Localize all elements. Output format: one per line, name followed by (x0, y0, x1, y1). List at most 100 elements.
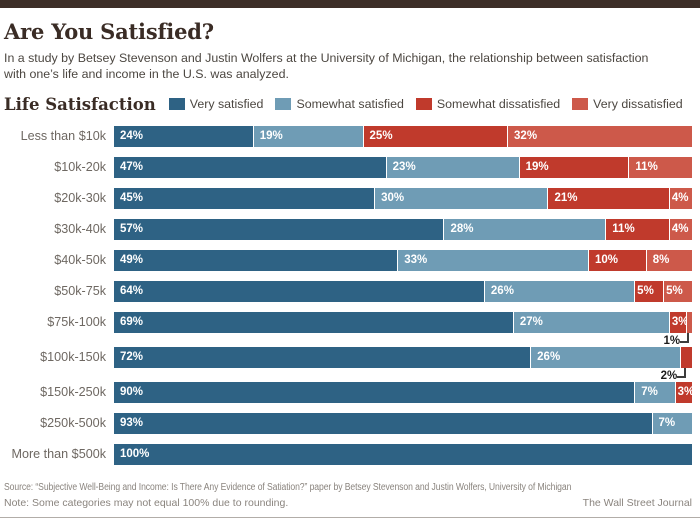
segment-value: 72% (120, 351, 144, 364)
segment-somewhat-dissatisfied: 25% (362, 125, 508, 147)
segment-very-satisfied: 49% (114, 249, 398, 271)
legend-swatch-very-satisfied (168, 98, 185, 111)
legend-label: Somewhat satisfied (296, 97, 404, 112)
chart-row: More than $500k 100% (0, 443, 700, 465)
segment-value: 26% (537, 351, 561, 364)
bar-track: 100% (114, 443, 692, 465)
segment-somewhat-satisfied: 19% (252, 125, 363, 147)
bar-track: 69% 27% 3% 1% (114, 311, 692, 347)
segment-value: 23% (392, 161, 416, 174)
segment-value: 69% (120, 316, 144, 329)
legend-item-somewhat-satisfied: Somewhat satisfied (275, 97, 404, 112)
segment-somewhat-dissatisfied: 21% (547, 187, 669, 209)
segment-value: 100% (120, 448, 150, 461)
segment-value: 33% (404, 254, 428, 267)
footer: Source: “Subjective Well-Being and Incom… (4, 482, 692, 509)
chart-row: $30k-40k 57% 28% 11% 4% (0, 218, 700, 240)
bottom-rule (0, 517, 700, 518)
footer-line2: Note: Some categories may not equal 100%… (4, 497, 692, 509)
segment-value: 47% (120, 161, 144, 174)
segment-value: 32% (514, 130, 538, 143)
segment-value: 3% (671, 316, 689, 329)
bar-track: 24% 19% 25% 32% (114, 125, 692, 147)
segment-value: 21% (554, 192, 578, 205)
segment-value: 27% (519, 316, 543, 329)
segment-very-satisfied: 72% (114, 346, 531, 368)
segment-somewhat-dissatisfied: 11% (605, 218, 669, 240)
legend-title: Life Satisfaction (4, 94, 156, 114)
segment-value: 19% (259, 130, 283, 143)
legend-item-somewhat-dissatisfied: Somewhat dissatisfied (415, 97, 560, 111)
segment-very-dissatisfied: 5% (663, 280, 692, 302)
note-line: Note: Some categories may not equal 100%… (4, 497, 289, 509)
category-label: $30k-40k (54, 221, 106, 236)
legend: Life Satisfaction Very satisfied Somewhat… (4, 95, 692, 114)
bar-track: 93% 7% (114, 412, 692, 434)
source-line: Source: “Subjective Well-Being and Incom… (4, 482, 572, 493)
segment-somewhat-satisfied: 30% (374, 187, 548, 209)
segment-value: 93% (120, 417, 144, 430)
segment-very-dissatisfied: 4% (668, 187, 692, 209)
bar-track: 72% 26% 2% (114, 346, 692, 382)
category-label: $50k-75k (54, 283, 106, 298)
segment-somewhat-dissatisfied (680, 346, 692, 368)
legend-swatch-somewhat-satisfied (275, 98, 292, 111)
segment-somewhat-satisfied: 7% (651, 412, 692, 434)
chart-row: $75k-100k 69% 27% 3% 1% (0, 311, 700, 347)
segment-very-satisfied: 100% (114, 443, 692, 465)
segment-very-satisfied: 64% (114, 280, 484, 302)
callout-value: 2% (660, 369, 678, 382)
segment-very-satisfied: 47% (114, 156, 386, 178)
legend-items: Very satisfied Somewhat satisfied Somewhat… (168, 97, 683, 112)
chart-row: Less than $10k 24% 19% 25% 32% (0, 125, 700, 147)
legend-swatch-somewhat-dissatisfied (415, 98, 432, 111)
segment-value: 7% (641, 386, 658, 399)
segment-very-dissatisfied: 32% (507, 125, 692, 147)
bar-track: 57% 28% 11% 4% (114, 218, 692, 240)
segment-very-satisfied: 57% (114, 218, 444, 240)
callout: 1% (664, 332, 690, 348)
segment-value: 11% (612, 223, 635, 236)
category-label: Less than $10k (20, 128, 106, 143)
callout-connector (677, 367, 687, 378)
legend-item-very-satisfied: Very satisfied (168, 97, 263, 111)
segment-somewhat-dissatisfied: 10% (587, 249, 646, 271)
segment-somewhat-satisfied: 28% (443, 218, 606, 240)
chart-row: $250k-500k 93% 7% (0, 412, 700, 434)
category-label: $20k-30k (54, 190, 106, 205)
category-label: More than $500k (11, 446, 106, 461)
segment-very-satisfied: 45% (114, 187, 375, 209)
category-label: $250k-500k (40, 415, 106, 430)
segment-somewhat-satisfied: 33% (397, 249, 588, 271)
segment-value: 49% (120, 254, 144, 267)
category-label: $75k-100k (47, 314, 106, 329)
segment-value: 8% (652, 254, 670, 267)
segment-value: 28% (450, 223, 474, 236)
chart-row: $150k-250k 90% 7% 3% (0, 381, 700, 403)
segment-somewhat-dissatisfied: 19% (518, 156, 629, 178)
category-label: $100k-150k (40, 349, 106, 364)
segment-value: 4% (671, 223, 689, 236)
segment-very-dissatisfied: 11% (628, 156, 692, 178)
chart-row: $50k-75k 64% 26% 5% 5% (0, 280, 700, 302)
segment-value: 45% (120, 192, 144, 205)
segment-value: 25% (369, 130, 393, 143)
segment-value: 3% (677, 386, 695, 399)
segment-somewhat-satisfied: 26% (483, 280, 635, 302)
legend-item-very-dissatisfied: Very dissatisfied (572, 97, 683, 111)
segment-value: 30% (381, 192, 405, 205)
category-label: $40k-50k (54, 252, 106, 267)
segment-value: 90% (120, 386, 144, 399)
segment-value: 7% (658, 417, 676, 430)
callout: 2% (660, 367, 687, 383)
credit-line: The Wall Street Journal (582, 497, 692, 509)
segment-value: 19% (525, 161, 549, 174)
chart-row: $100k-150k 72% 26% 2% (0, 346, 700, 382)
segment-somewhat-dissatisfied: 3% (674, 381, 695, 403)
segment-very-dissatisfied: 4% (668, 218, 692, 240)
chart-row: $10k-20k 47% 23% 19% 11% (0, 156, 700, 178)
bar-track: 45% 30% 21% 4% (114, 187, 692, 209)
segment-very-satisfied: 90% (114, 381, 635, 403)
segment-somewhat-satisfied: 23% (385, 156, 519, 178)
